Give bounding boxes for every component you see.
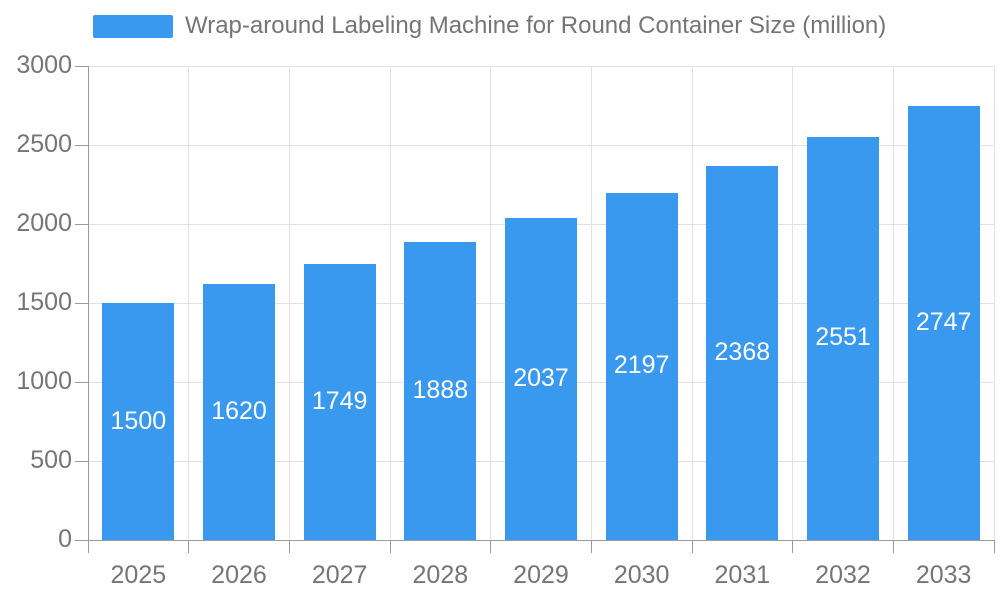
y-tick-label: 1500	[16, 288, 72, 316]
bar-2025[interactable]	[102, 303, 175, 540]
gridline-vertical	[389, 66, 391, 540]
y-axis-tick	[75, 65, 88, 67]
y-axis-tick	[75, 460, 88, 462]
legend-label: Wrap-around Labeling Machine for Round C…	[185, 12, 887, 39]
bar-2033[interactable]	[907, 105, 980, 540]
bar-2028[interactable]	[404, 241, 477, 540]
x-axis-line	[75, 539, 994, 541]
x-axis-tick	[691, 540, 693, 553]
x-axis-tick	[288, 540, 290, 553]
x-tick-label: 2029	[513, 561, 569, 589]
x-axis-tick	[792, 540, 794, 553]
x-tick-label: 2025	[110, 561, 167, 589]
y-axis-tick	[75, 381, 88, 383]
y-tick-label: 0	[58, 525, 72, 553]
legend[interactable]: Wrap-around Labeling Machine for Round C…	[93, 12, 886, 40]
x-axis-tick	[590, 540, 592, 553]
bar-2031[interactable]	[706, 165, 779, 540]
bar-2030[interactable]	[605, 192, 678, 540]
gridline-vertical	[691, 66, 693, 540]
x-axis-tick	[490, 540, 492, 553]
gridline-vertical	[288, 66, 290, 540]
gridline-vertical	[490, 66, 492, 540]
gridline-vertical	[993, 66, 995, 540]
x-tick-label: 2030	[613, 561, 670, 589]
x-tick-label: 2032	[815, 561, 871, 589]
gridline-vertical	[792, 66, 794, 540]
gridline-vertical	[892, 66, 894, 540]
x-axis-tick	[389, 540, 391, 553]
bar-2027[interactable]	[303, 263, 376, 540]
x-axis-tick	[892, 540, 894, 553]
y-axis-tick	[75, 302, 88, 304]
y-axis-tick	[75, 223, 88, 225]
y-axis-line	[87, 66, 89, 553]
x-axis-tick	[188, 540, 190, 553]
y-tick-label: 2500	[16, 130, 72, 158]
bar-2032[interactable]	[807, 136, 879, 540]
x-tick-label: 2028	[412, 561, 469, 589]
gridline-horizontal	[88, 65, 994, 67]
x-tick-label: 2026	[211, 561, 267, 589]
y-tick-label: 3000	[16, 51, 72, 79]
y-axis-tick	[75, 144, 88, 146]
y-tick-label: 1000	[16, 367, 72, 395]
x-axis-tick	[993, 540, 995, 553]
bar-2029[interactable]	[505, 218, 577, 540]
bar-2026[interactable]	[203, 284, 275, 540]
y-tick-label: 500	[30, 446, 72, 474]
legend-swatch	[93, 14, 173, 38]
gridline-vertical	[188, 66, 190, 540]
x-tick-label: 2031	[714, 561, 771, 589]
y-tick-label: 2000	[16, 209, 72, 237]
gridline-horizontal	[88, 144, 994, 146]
gridline-vertical	[590, 66, 592, 540]
x-tick-label: 2033	[915, 561, 972, 589]
x-tick-label: 2027	[311, 561, 368, 589]
